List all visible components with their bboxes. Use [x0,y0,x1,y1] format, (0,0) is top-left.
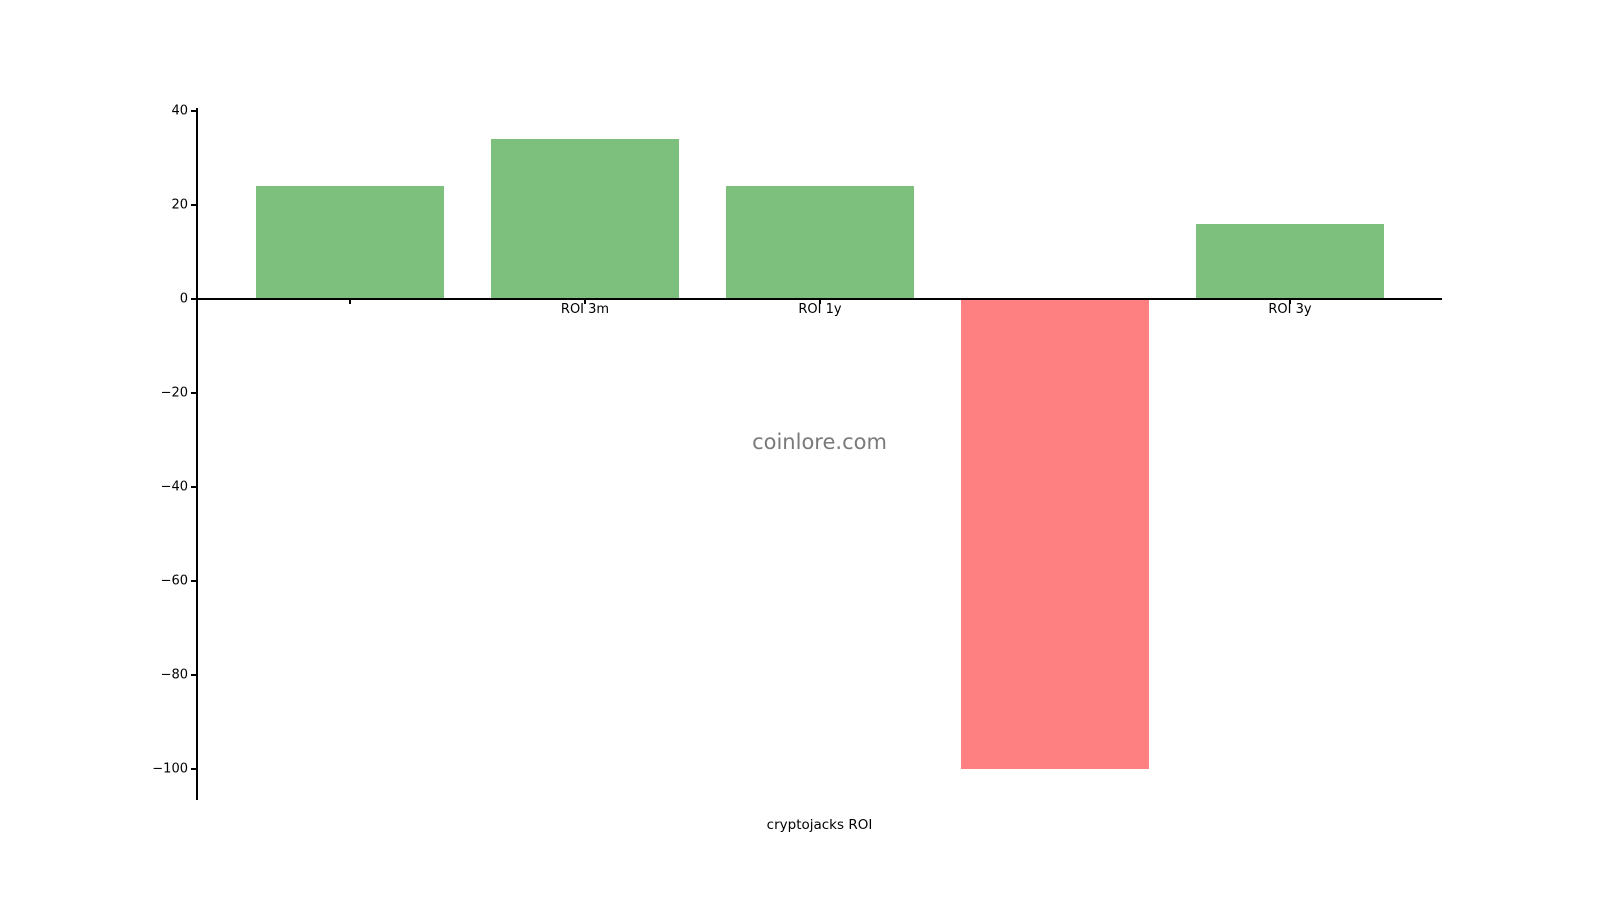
y-axis-tick-mark [191,298,196,300]
y-axis-tick-label: −40 [160,479,188,495]
y-axis-tick-label: −60 [160,573,188,589]
x-axis-tick-mark [584,299,586,304]
roi-bar-positive [1196,223,1384,299]
y-axis-tick-label: −20 [160,385,188,401]
roi-bar-positive [256,186,444,299]
y-axis-tick-label: 40 [171,103,188,119]
x-axis-line [197,298,1442,300]
y-axis-tick-mark [191,768,196,770]
y-axis-tick-mark [191,204,196,206]
roi-bar-negative [961,299,1149,769]
x-axis-tick-mark [349,299,351,304]
x-axis-tick-label: ROI 3y [1268,302,1312,317]
y-axis-tick-mark [191,580,196,582]
y-axis-tick-label: −80 [160,667,188,683]
y-axis-tick-mark [191,486,196,488]
x-axis-tick-mark [819,299,821,304]
roi-bar-positive [491,139,679,299]
y-axis-tick-mark [191,674,196,676]
x-axis-tick-mark [1289,299,1291,304]
coinlore-watermark: coinlore.com [752,430,887,454]
x-axis-tick-label: ROI 3m [560,302,610,317]
y-axis-tick-label: 20 [171,197,188,213]
chart-title: cryptojacks ROI [766,817,873,833]
y-axis-tick-mark [191,392,196,394]
y-axis-line [196,108,198,800]
roi-bar-positive [726,186,914,299]
y-axis-tick-label: 0 [179,291,188,307]
x-axis-tick-label: ROI 1y [798,302,842,317]
y-axis-tick-label: −100 [152,761,188,777]
y-axis-tick-mark [191,110,196,112]
